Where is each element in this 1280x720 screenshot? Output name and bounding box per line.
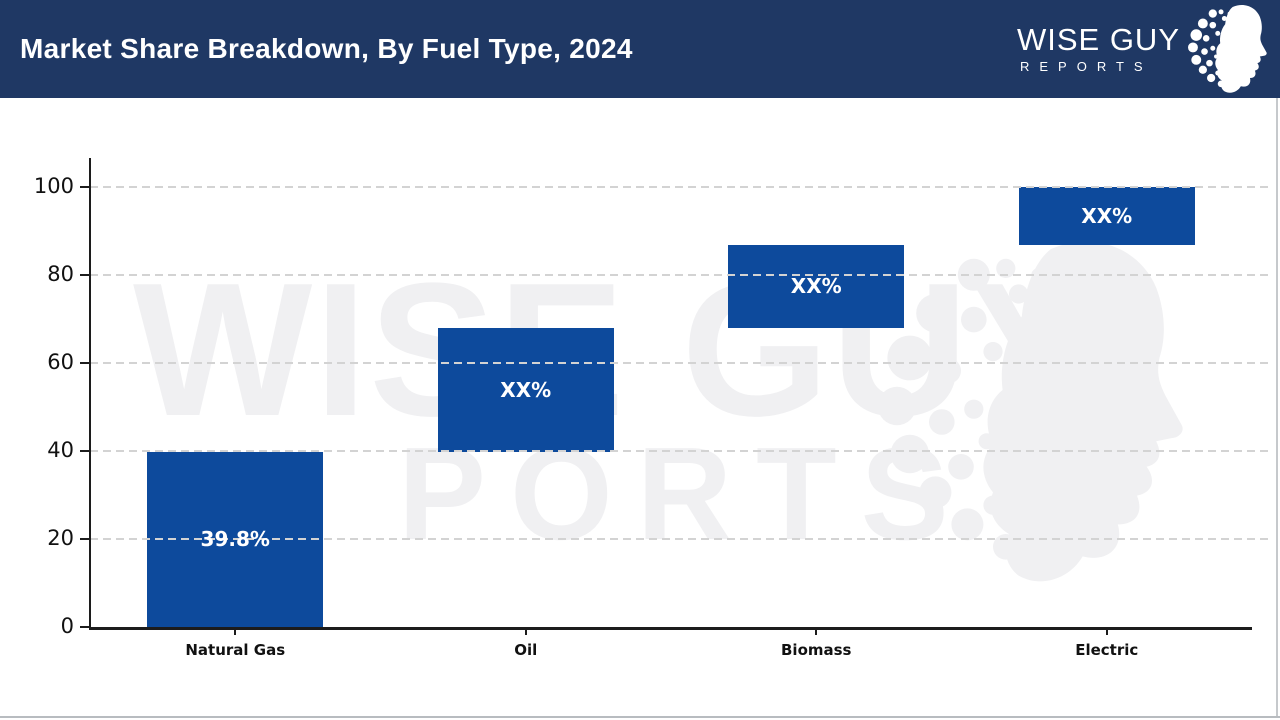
gridline-20 [90, 538, 1272, 540]
bar-value-label: 39.8% [200, 527, 270, 552]
y-tick-label: 60 [47, 350, 74, 374]
x-tick-mark [1105, 629, 1108, 635]
gridline-80 [90, 274, 1272, 276]
logo-text: WISE GUY REPORTS [1016, 21, 1180, 75]
y-tick-mark [80, 274, 90, 276]
bar-oil [437, 327, 614, 452]
y-tick-label: 20 [47, 526, 74, 550]
gridline-60 [90, 362, 1272, 364]
chart-canvas: WISE GUY PORTS 39.8% XX% XX% XX% 0 20 40 60 80 10… [0, 98, 1280, 718]
bar-electric [1018, 187, 1195, 246]
bar-biomass [728, 245, 905, 328]
right-border-line [1276, 98, 1278, 718]
gridline-40 [90, 450, 1272, 452]
gridline-100 [90, 186, 1272, 188]
x-tick-label-natural-gas: Natural Gas [185, 641, 286, 659]
x-tick-mark [815, 629, 818, 635]
logo-wordmark: WISE GUY [1016, 21, 1180, 57]
y-tick-mark [80, 538, 90, 540]
y-tick-mark [80, 450, 90, 452]
x-tick-mark [524, 629, 527, 635]
y-tick-label: 0 [60, 614, 74, 638]
y-tick-mark [80, 186, 90, 188]
y-tick-mark [80, 626, 90, 628]
bar-value-label: XX% [790, 274, 842, 299]
chart-title: Market Share Breakdown, By Fuel Type, 20… [20, 33, 633, 64]
header-bar: Market Share Breakdown, By Fuel Type, 20… [0, 0, 1280, 98]
x-axis-spine [89, 627, 1252, 630]
y-tick-mark [80, 362, 90, 364]
y-tick-label: 80 [47, 262, 74, 286]
y-tick-label: 40 [47, 438, 74, 462]
bar-value-label: XX% [1081, 204, 1133, 229]
y-axis-spine [89, 158, 91, 630]
x-tick-label-biomass: Biomass [781, 641, 852, 659]
x-tick-label-oil: Oil [514, 641, 538, 659]
logo-subtitle: REPORTS [1019, 59, 1153, 75]
x-tick-label-electric: Electric [1075, 641, 1139, 659]
watermark-face-icon [877, 241, 1183, 582]
bottom-border-line [0, 716, 1280, 718]
y-tick-label: 100 [33, 174, 74, 198]
bar-value-label: XX% [500, 377, 552, 402]
wise-guy-logo: WISE GUY REPORTS [1017, 2, 1280, 97]
x-tick-mark [234, 629, 237, 635]
logo-face-icon [1188, 4, 1267, 93]
